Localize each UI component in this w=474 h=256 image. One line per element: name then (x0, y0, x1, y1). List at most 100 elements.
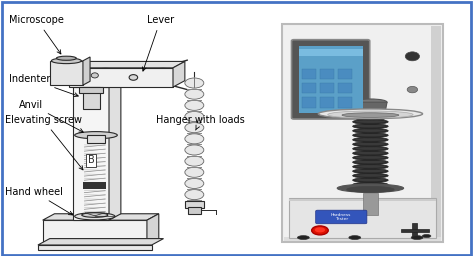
Ellipse shape (353, 169, 388, 174)
Text: B: B (88, 155, 95, 165)
Ellipse shape (328, 111, 413, 118)
Ellipse shape (353, 128, 388, 133)
Bar (188, 207, 201, 214)
Ellipse shape (346, 186, 394, 193)
Ellipse shape (353, 178, 388, 183)
Ellipse shape (356, 125, 385, 127)
Ellipse shape (356, 169, 385, 172)
Ellipse shape (356, 116, 385, 119)
Ellipse shape (75, 213, 115, 220)
Ellipse shape (297, 236, 309, 240)
Ellipse shape (353, 182, 388, 187)
Ellipse shape (349, 236, 361, 240)
Ellipse shape (353, 151, 388, 156)
Ellipse shape (185, 167, 204, 177)
Ellipse shape (337, 184, 403, 192)
Bar (320, 83, 334, 93)
Ellipse shape (422, 234, 431, 238)
Bar (401, 229, 429, 232)
Bar (80, 87, 103, 93)
Ellipse shape (356, 134, 385, 136)
Ellipse shape (91, 73, 99, 78)
Ellipse shape (185, 156, 204, 166)
Ellipse shape (353, 155, 388, 160)
Text: Hardness
Tester: Hardness Tester (331, 212, 351, 221)
Ellipse shape (353, 124, 388, 129)
FancyBboxPatch shape (282, 24, 443, 242)
Bar (320, 69, 334, 79)
Polygon shape (73, 81, 121, 87)
Ellipse shape (353, 173, 388, 178)
Ellipse shape (185, 134, 204, 144)
Bar (302, 69, 316, 79)
Bar (302, 97, 316, 108)
Bar (69, 68, 173, 87)
Bar (431, 26, 441, 241)
Bar (284, 237, 441, 241)
Bar (289, 198, 436, 238)
Ellipse shape (185, 111, 204, 122)
Bar (412, 223, 417, 238)
Polygon shape (38, 239, 164, 245)
FancyBboxPatch shape (292, 40, 370, 119)
Ellipse shape (75, 132, 117, 139)
FancyBboxPatch shape (316, 210, 367, 224)
Ellipse shape (185, 145, 204, 155)
Ellipse shape (405, 52, 419, 61)
Bar (338, 69, 352, 79)
Ellipse shape (356, 156, 385, 159)
Ellipse shape (353, 146, 388, 151)
Polygon shape (83, 57, 90, 85)
Ellipse shape (353, 119, 388, 124)
Bar (88, 135, 105, 143)
Text: Hand wheel: Hand wheel (5, 187, 73, 215)
Ellipse shape (185, 178, 204, 188)
Bar (43, 220, 147, 246)
Ellipse shape (356, 161, 385, 163)
Bar (83, 182, 106, 189)
Ellipse shape (356, 147, 385, 150)
Ellipse shape (356, 174, 385, 177)
Ellipse shape (356, 178, 385, 181)
Ellipse shape (185, 190, 204, 200)
Bar (83, 87, 100, 109)
Ellipse shape (318, 109, 422, 119)
Text: Indenter: Indenter (9, 74, 78, 97)
Ellipse shape (185, 123, 204, 133)
Ellipse shape (82, 213, 108, 217)
Ellipse shape (353, 137, 388, 142)
Polygon shape (69, 61, 185, 68)
FancyBboxPatch shape (299, 46, 363, 113)
Ellipse shape (353, 160, 388, 165)
Ellipse shape (185, 100, 204, 110)
Ellipse shape (315, 227, 325, 232)
Text: Lever: Lever (142, 15, 174, 71)
Bar (299, 49, 363, 56)
Bar (50, 61, 83, 85)
Ellipse shape (356, 152, 385, 154)
Ellipse shape (353, 142, 388, 147)
Polygon shape (173, 61, 185, 87)
Bar (302, 83, 316, 93)
Ellipse shape (129, 75, 137, 80)
Ellipse shape (51, 58, 82, 64)
Ellipse shape (411, 236, 423, 240)
Ellipse shape (356, 138, 385, 141)
Ellipse shape (185, 89, 204, 99)
Polygon shape (147, 214, 159, 246)
Ellipse shape (311, 226, 328, 235)
Bar (73, 87, 109, 220)
Bar (338, 83, 352, 93)
Ellipse shape (342, 113, 399, 118)
Ellipse shape (356, 143, 385, 145)
Ellipse shape (356, 183, 385, 186)
Polygon shape (354, 102, 387, 120)
Text: Hanger with loads: Hanger with loads (156, 115, 245, 130)
Ellipse shape (185, 78, 204, 88)
Bar (38, 245, 152, 250)
Ellipse shape (356, 120, 385, 123)
Text: Anvil: Anvil (19, 100, 83, 132)
Ellipse shape (354, 99, 387, 105)
Polygon shape (43, 214, 159, 220)
Text: Elevating screw: Elevating screw (5, 115, 83, 170)
